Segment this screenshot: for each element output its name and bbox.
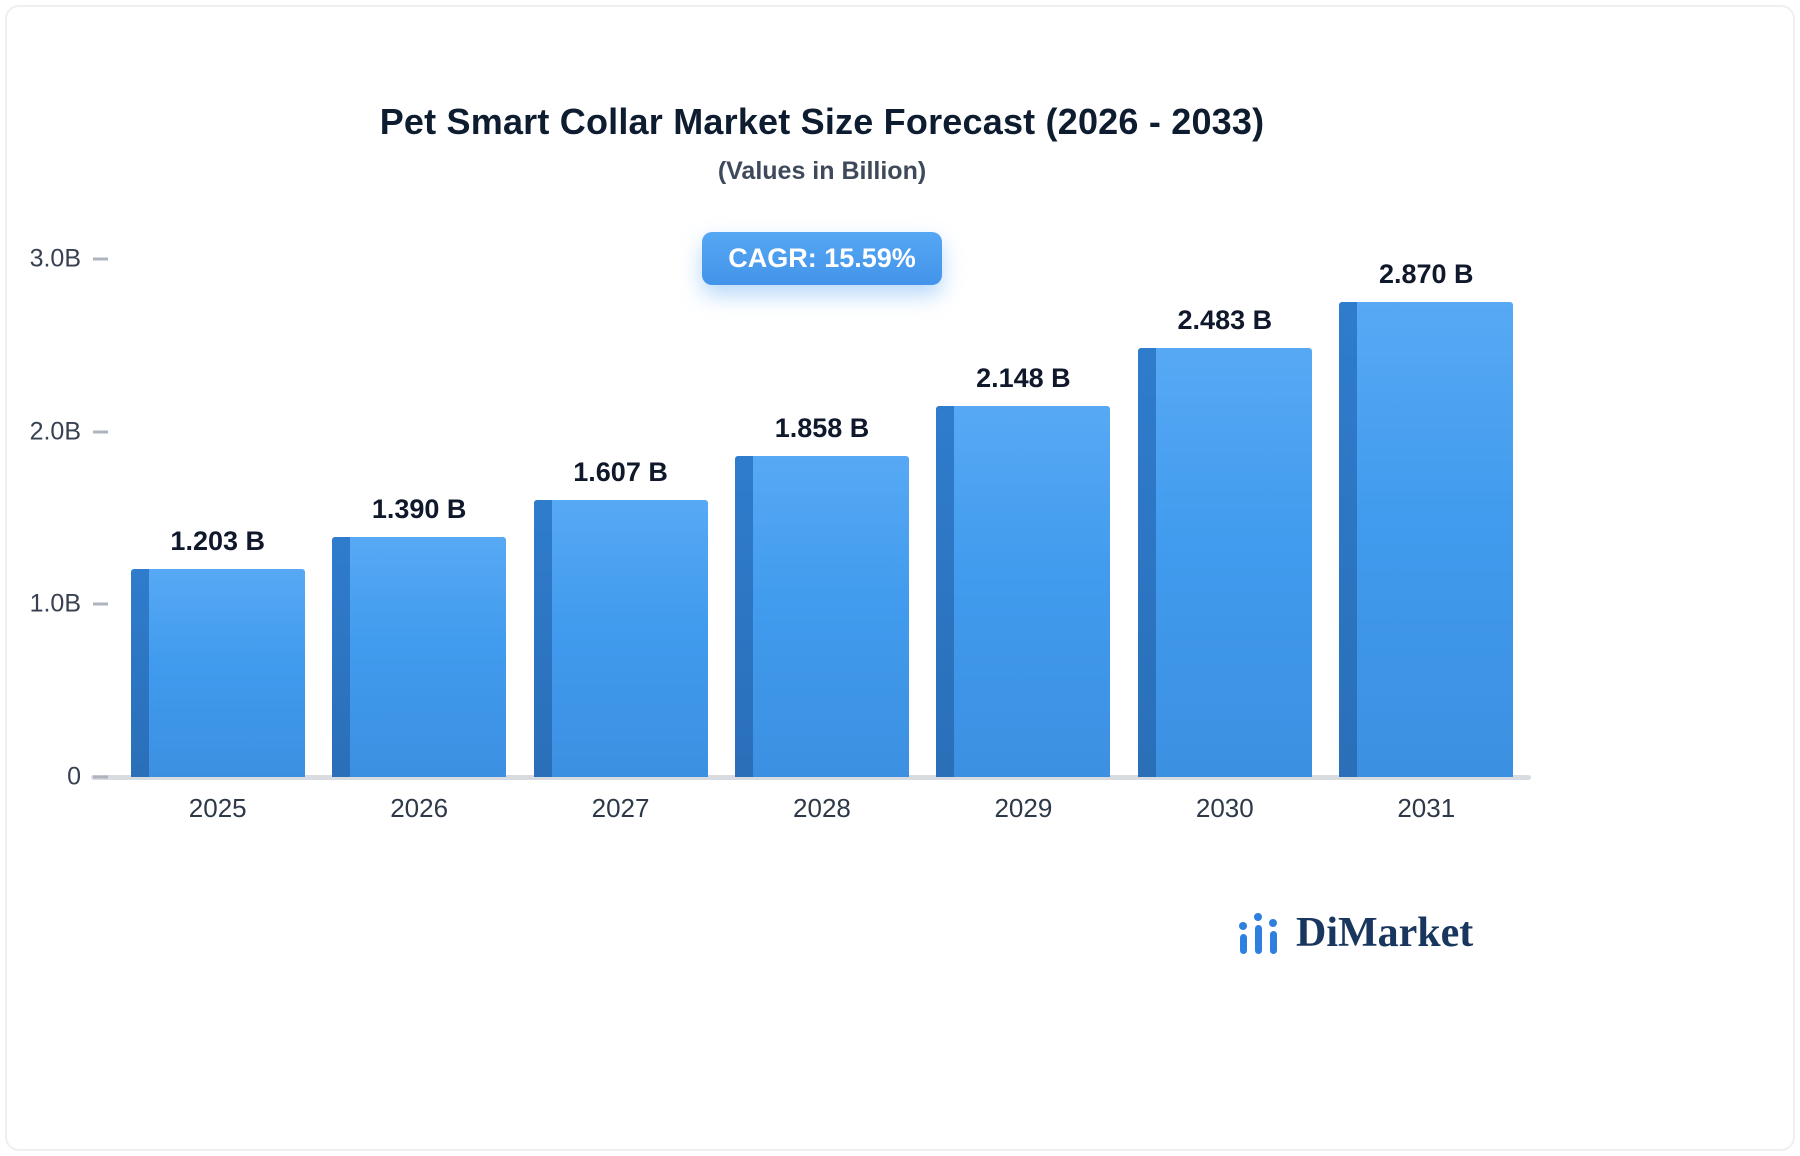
bar-value-label: 2.148 B: [976, 363, 1071, 394]
y-tick-label: 3.0B: [29, 244, 81, 273]
plot-area: 1.203 B 1.390 B 1.607 B 1.858 B 2.148 B 2.483…: [30, 245, 1531, 791]
bar-front-face: [752, 456, 909, 777]
bar-side-face: [332, 537, 351, 777]
bar-group: 1.203 B: [117, 259, 318, 777]
x-tick-label: 2030: [1195, 793, 1254, 823]
y-tick-label: 2.0B: [29, 417, 81, 446]
x-tick-label: 2028: [793, 793, 851, 823]
x-tick-label: 2025: [188, 793, 247, 823]
bar: [734, 456, 909, 777]
x-tick-label: 2029: [994, 793, 1053, 823]
bar-side-face: [533, 499, 552, 777]
bar-group: 1.390 B: [318, 259, 519, 777]
bar-value-label: 1.858 B: [774, 413, 870, 444]
cagr-badge-wrap: CAGR: 15.59%: [117, 232, 1527, 285]
bar-group: 2.483 B: [1124, 259, 1325, 777]
y-tick-mark: [93, 775, 108, 779]
bar-value-label: 1.203 B: [170, 526, 265, 557]
bar: [1339, 302, 1514, 777]
y-tick-mark: [93, 430, 108, 434]
bar-front-face: [148, 569, 305, 777]
bar-side-face: [936, 406, 955, 777]
bar-front-face: [350, 537, 507, 777]
bar-side-face: [130, 569, 149, 777]
bar-front-face: [1357, 302, 1514, 777]
y-tick-mark: [93, 257, 108, 261]
y-tick-label: 0: [67, 762, 81, 791]
bar-front-face: [954, 406, 1111, 777]
x-tick-label: 2026: [390, 793, 449, 823]
y-tick-mark: [93, 602, 108, 606]
y-tick: 2.0B: [30, 417, 117, 446]
bar-front-face: [1155, 348, 1312, 777]
bar-side-face: [734, 456, 753, 777]
bar-group: 1.607 B: [520, 259, 721, 777]
bar: [936, 406, 1111, 777]
y-tick: 1.0B: [30, 590, 117, 619]
bar-value-label: 2.870 B: [1378, 259, 1474, 289]
chart-subtitle: (Values in Billion): [717, 157, 927, 185]
bar: [130, 569, 305, 777]
brand-name: DiMarket: [1296, 910, 1474, 956]
bar: [533, 499, 708, 777]
x-tick-label: 2027: [591, 793, 650, 823]
bar-group: 2.870 B: [1326, 259, 1527, 777]
bar-front-face: [551, 499, 708, 777]
y-tick-label: 1.0B: [29, 589, 81, 618]
x-axis-line: [91, 775, 1531, 780]
bar-value-label: 1.607 B: [573, 456, 668, 487]
bar-group: 2.148 B: [923, 259, 1124, 777]
brand-logo: DiMarket: [1235, 910, 1473, 956]
chart-card: Pet Smart Collar Market Size Forecast (2…: [5, 5, 1795, 1151]
y-tick: 3.0B: [30, 245, 117, 274]
bar: [1137, 348, 1312, 777]
bar: [332, 537, 507, 777]
chart-title: Pet Smart Collar Market Size Forecast (2…: [379, 101, 1265, 142]
bar-value-label: 1.390 B: [371, 494, 467, 524]
cagr-badge: CAGR: 15.59%: [702, 232, 942, 285]
bar-side-face: [1137, 348, 1156, 777]
bar-side-face: [1339, 302, 1358, 777]
bar-value-label: 2.483 B: [1177, 305, 1273, 336]
x-axis-labels: 2025 2026 2027 2028 2029 2030 2031: [117, 793, 1527, 824]
y-tick: 0: [67, 763, 117, 792]
x-tick-label: 2031: [1397, 793, 1456, 823]
bars: 1.203 B 1.390 B 1.607 B 1.858 B 2.148 B 2.483…: [117, 259, 1527, 777]
bar-group: 1.858 B: [721, 259, 922, 777]
dimarket-logo-icon: [1239, 913, 1277, 954]
